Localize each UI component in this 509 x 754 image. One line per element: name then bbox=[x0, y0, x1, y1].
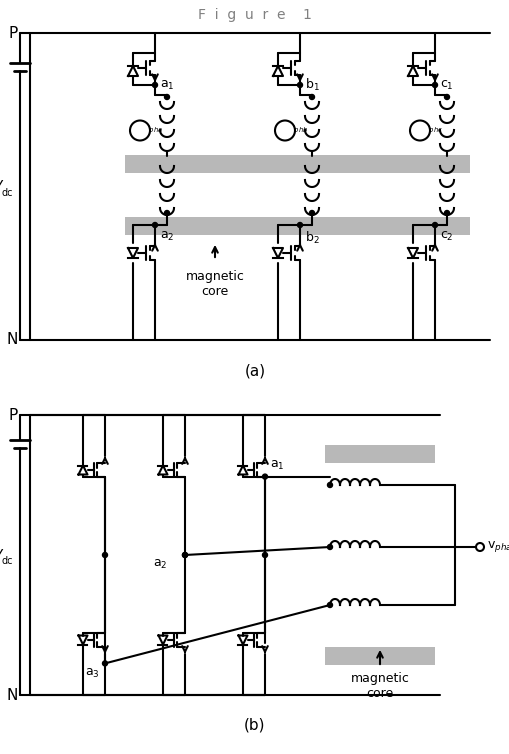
Text: N: N bbox=[7, 333, 18, 348]
Circle shape bbox=[102, 553, 107, 557]
Text: a$_1$: a$_1$ bbox=[269, 458, 284, 471]
Circle shape bbox=[164, 210, 169, 216]
Circle shape bbox=[444, 94, 448, 100]
Text: a$_2$: a$_2$ bbox=[160, 230, 174, 243]
Text: V: V bbox=[0, 548, 3, 562]
Text: a$_1$: a$_1$ bbox=[160, 78, 174, 91]
Text: (b): (b) bbox=[244, 718, 265, 733]
Text: N: N bbox=[7, 688, 18, 703]
Text: P: P bbox=[9, 26, 18, 41]
Circle shape bbox=[409, 121, 429, 140]
Text: dc: dc bbox=[2, 556, 13, 566]
Text: F  i  g  u  r  e    1: F i g u r e 1 bbox=[197, 8, 312, 22]
Text: v$_{pha}$: v$_{pha}$ bbox=[143, 124, 163, 136]
Circle shape bbox=[164, 94, 169, 100]
Circle shape bbox=[262, 474, 267, 479]
Bar bbox=[125, 217, 469, 235]
Text: c$_2$: c$_2$ bbox=[439, 230, 453, 243]
Text: magnetic
core: magnetic core bbox=[185, 270, 244, 298]
Circle shape bbox=[475, 543, 483, 551]
Circle shape bbox=[130, 121, 150, 140]
Text: a$_3$: a$_3$ bbox=[85, 667, 100, 679]
Circle shape bbox=[297, 222, 302, 228]
Circle shape bbox=[432, 222, 437, 228]
Circle shape bbox=[327, 483, 332, 488]
Text: V: V bbox=[0, 179, 3, 194]
Circle shape bbox=[182, 553, 187, 557]
Circle shape bbox=[297, 82, 302, 87]
Text: b$_2$: b$_2$ bbox=[304, 230, 319, 246]
Circle shape bbox=[309, 94, 314, 100]
Circle shape bbox=[152, 222, 157, 228]
Text: v$_{pha}$: v$_{pha}$ bbox=[486, 540, 509, 554]
Circle shape bbox=[432, 82, 437, 87]
Bar bbox=[125, 155, 469, 173]
Circle shape bbox=[182, 553, 187, 557]
Text: c$_1$: c$_1$ bbox=[439, 78, 453, 91]
Text: v$_{phb}$: v$_{phb}$ bbox=[288, 124, 308, 136]
Text: P: P bbox=[9, 407, 18, 422]
Text: magnetic
core: magnetic core bbox=[350, 672, 409, 700]
Text: (a): (a) bbox=[244, 363, 265, 378]
Circle shape bbox=[102, 661, 107, 666]
Text: b$_1$: b$_1$ bbox=[304, 77, 319, 93]
Bar bbox=[324, 445, 434, 463]
Circle shape bbox=[327, 544, 332, 550]
Text: dc: dc bbox=[2, 188, 13, 198]
Text: v$_{phc}$: v$_{phc}$ bbox=[422, 124, 442, 136]
Bar bbox=[324, 647, 434, 665]
Circle shape bbox=[444, 210, 448, 216]
Circle shape bbox=[262, 553, 267, 557]
Circle shape bbox=[309, 210, 314, 216]
Circle shape bbox=[274, 121, 294, 140]
Circle shape bbox=[327, 602, 332, 608]
Circle shape bbox=[152, 82, 157, 87]
Text: a$_2$: a$_2$ bbox=[152, 558, 166, 571]
